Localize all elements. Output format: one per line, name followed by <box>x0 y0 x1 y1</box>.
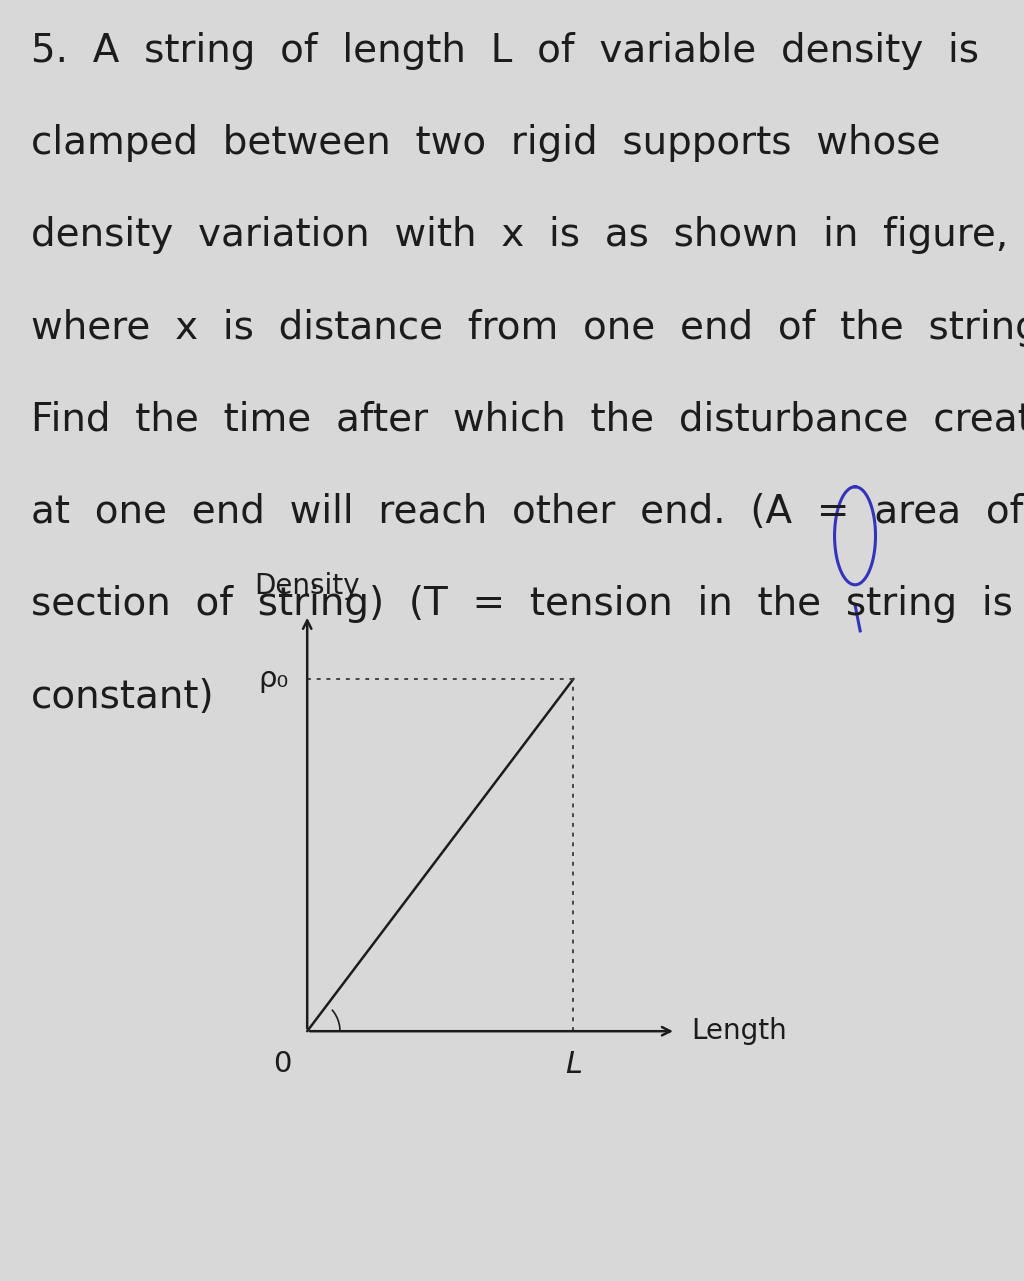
Text: Density: Density <box>254 571 360 600</box>
Text: ρ₀: ρ₀ <box>258 665 289 693</box>
Text: L: L <box>565 1050 582 1080</box>
Text: Find  the  time  after  which  the  disturbance  created: Find the time after which the disturbanc… <box>31 401 1024 439</box>
Text: density  variation  with  x  is  as  shown  in  figure,: density variation with x is as shown in … <box>31 216 1008 255</box>
Text: 5.  A  string  of  length  L  of  variable  density  is: 5. A string of length L of variable dens… <box>31 32 979 70</box>
Text: Length: Length <box>691 1017 787 1045</box>
Text: 0: 0 <box>273 1050 292 1079</box>
Text: at  one  end  will  reach  other  end.  (A  =  area  of  cross: at one end will reach other end. (A = ar… <box>31 493 1024 532</box>
Text: clamped  between  two  rigid  supports  whose: clamped between two rigid supports whose <box>31 124 940 163</box>
Text: constant): constant) <box>31 678 214 716</box>
Text: where  x  is  distance  from  one  end  of  the  string.: where x is distance from one end of the … <box>31 309 1024 347</box>
Text: section  of  string)  (T  =  tension  in  the  string  is: section of string) (T = tension in the s… <box>31 585 1013 624</box>
